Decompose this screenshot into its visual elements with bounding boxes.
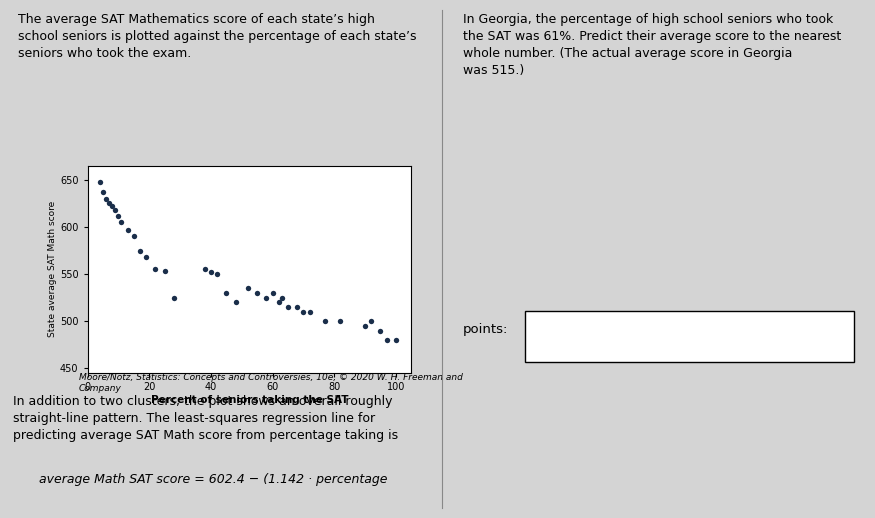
Point xyxy=(290,303,304,311)
Point xyxy=(281,303,295,311)
Point xyxy=(105,202,119,210)
Point xyxy=(228,298,242,307)
Text: In addition to two clusters, the plot shows an overall roughly
straight-line pat: In addition to two clusters, the plot sh… xyxy=(13,395,398,441)
Point xyxy=(158,267,172,276)
Point xyxy=(102,199,116,208)
Point xyxy=(333,317,347,325)
Point xyxy=(380,336,394,344)
Point xyxy=(93,178,107,186)
Point xyxy=(96,188,110,196)
Point xyxy=(297,308,311,316)
Point xyxy=(259,294,273,302)
Point xyxy=(318,317,332,325)
Point xyxy=(167,294,181,302)
Point xyxy=(127,232,141,240)
Point xyxy=(108,206,123,214)
Text: points:: points: xyxy=(463,323,508,336)
Point xyxy=(374,326,388,335)
Point xyxy=(241,284,255,292)
Point xyxy=(220,289,234,297)
Point xyxy=(149,265,163,274)
Text: average Math SAT score = 602.4 − (1.142 · percentage: average Math SAT score = 602.4 − (1.142 … xyxy=(39,473,388,486)
Point xyxy=(250,289,264,297)
Point xyxy=(358,322,372,330)
X-axis label: Percent of seniors taking the SAT: Percent of seniors taking the SAT xyxy=(150,395,348,405)
Point xyxy=(121,226,135,234)
Point xyxy=(115,218,129,226)
Text: In Georgia, the percentage of high school seniors who took
the SAT was 61%. Pred: In Georgia, the percentage of high schoo… xyxy=(463,13,842,77)
Point xyxy=(271,298,285,307)
Point xyxy=(303,308,317,316)
Point xyxy=(364,317,378,325)
Point xyxy=(275,294,289,302)
Point xyxy=(204,268,218,276)
Y-axis label: State average SAT Math score: State average SAT Math score xyxy=(48,201,57,338)
Point xyxy=(111,211,125,220)
Point xyxy=(133,247,147,255)
Text: Moore/Notz, Statistics: Concepts and Controversies, 10e, © 2020 W. H. Freeman an: Moore/Notz, Statistics: Concepts and Con… xyxy=(79,373,463,393)
Point xyxy=(198,265,212,274)
Point xyxy=(139,253,153,261)
Point xyxy=(210,270,224,278)
Text: The average SAT Mathematics score of each state’s high
school seniors is plotted: The average SAT Mathematics score of eac… xyxy=(18,13,416,61)
Point xyxy=(99,195,113,203)
FancyBboxPatch shape xyxy=(525,311,854,362)
Point xyxy=(265,289,279,297)
Point xyxy=(388,336,402,344)
